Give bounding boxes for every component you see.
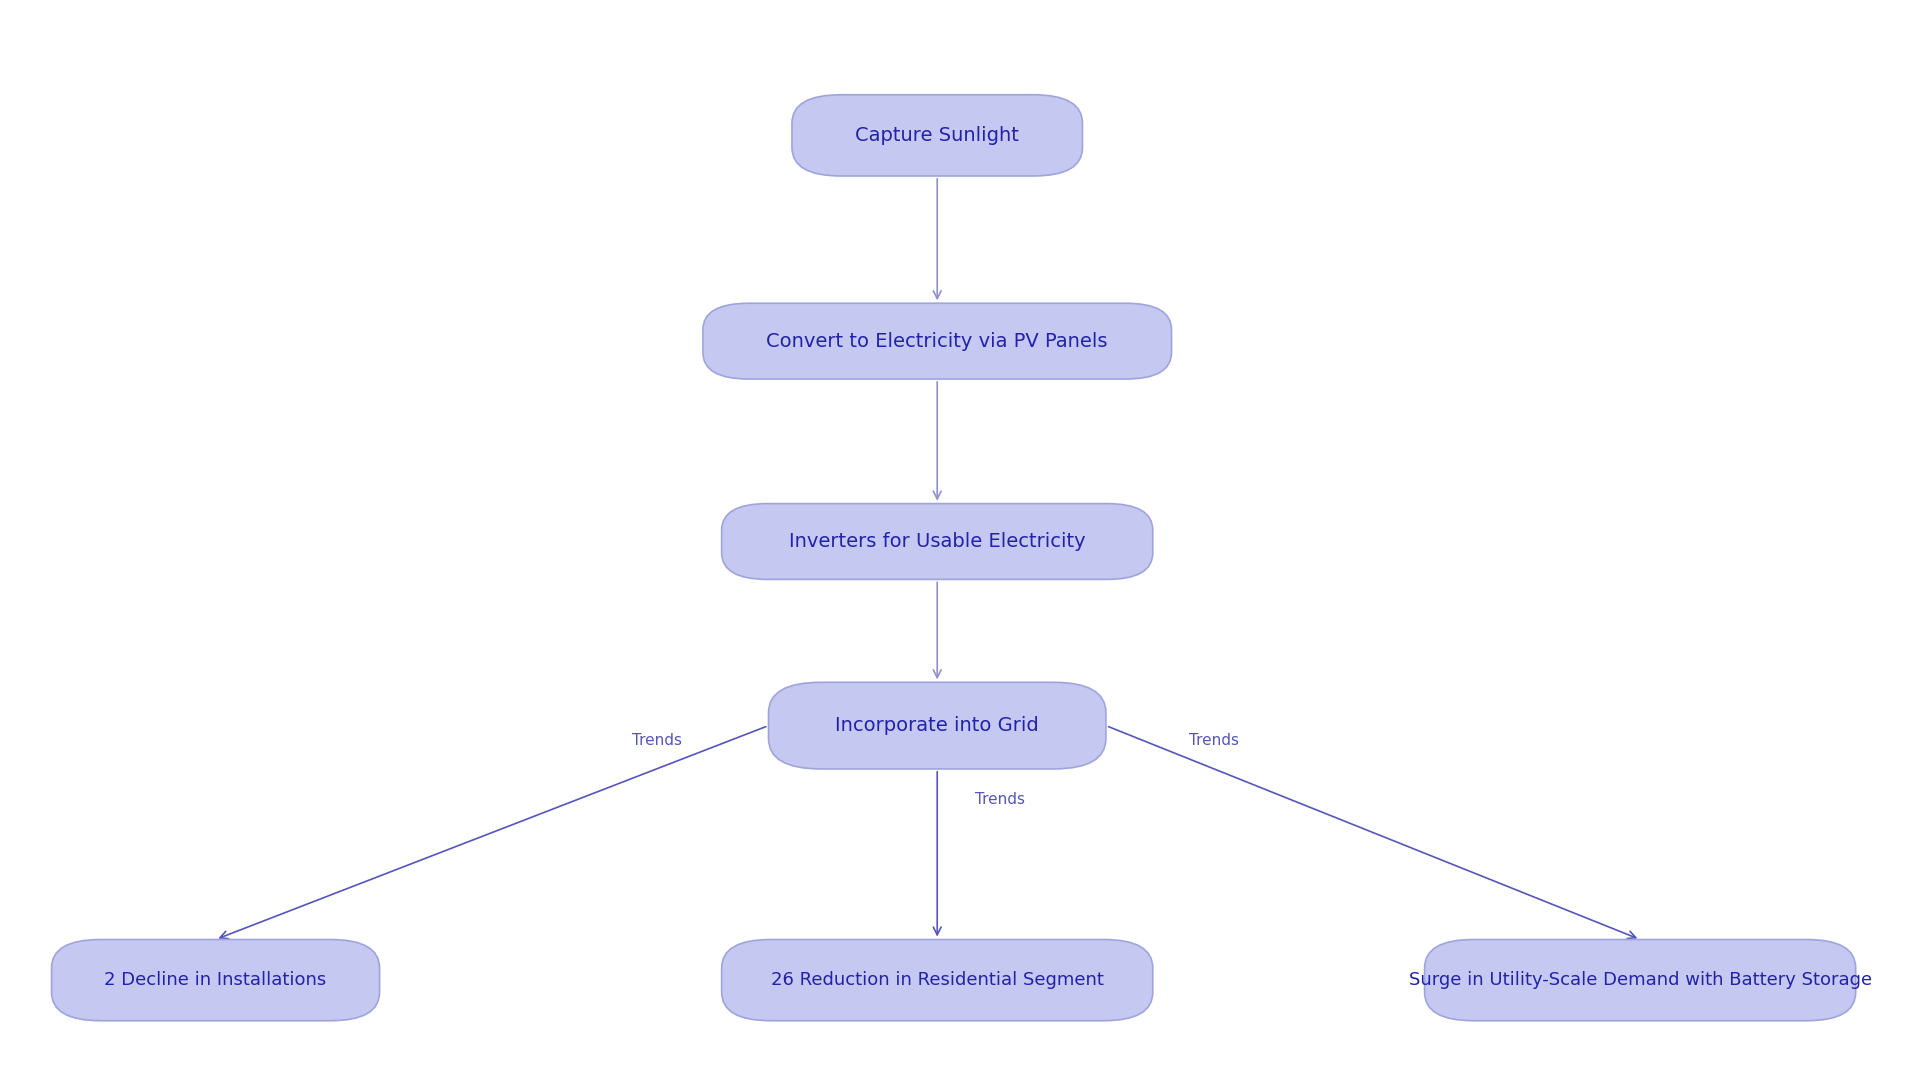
FancyBboxPatch shape — [791, 95, 1083, 175]
Text: Inverters for Usable Electricity: Inverters for Usable Electricity — [789, 532, 1085, 551]
FancyBboxPatch shape — [52, 939, 380, 1020]
FancyBboxPatch shape — [722, 939, 1152, 1020]
FancyBboxPatch shape — [722, 504, 1152, 579]
Text: 26 Reduction in Residential Segment: 26 Reduction in Residential Segment — [770, 971, 1104, 989]
Text: Trends: Trends — [632, 733, 682, 748]
FancyBboxPatch shape — [768, 682, 1106, 769]
FancyBboxPatch shape — [703, 303, 1171, 379]
Text: Surge in Utility-Scale Demand with Battery Storage: Surge in Utility-Scale Demand with Batte… — [1409, 971, 1872, 989]
Text: Capture Sunlight: Capture Sunlight — [854, 126, 1020, 145]
Text: Incorporate into Grid: Incorporate into Grid — [835, 716, 1039, 735]
FancyBboxPatch shape — [1425, 939, 1857, 1020]
Text: Trends: Trends — [1188, 733, 1238, 748]
Text: Trends: Trends — [975, 792, 1025, 807]
Text: 2 Decline in Installations: 2 Decline in Installations — [104, 971, 326, 989]
Text: Convert to Electricity via PV Panels: Convert to Electricity via PV Panels — [766, 331, 1108, 351]
